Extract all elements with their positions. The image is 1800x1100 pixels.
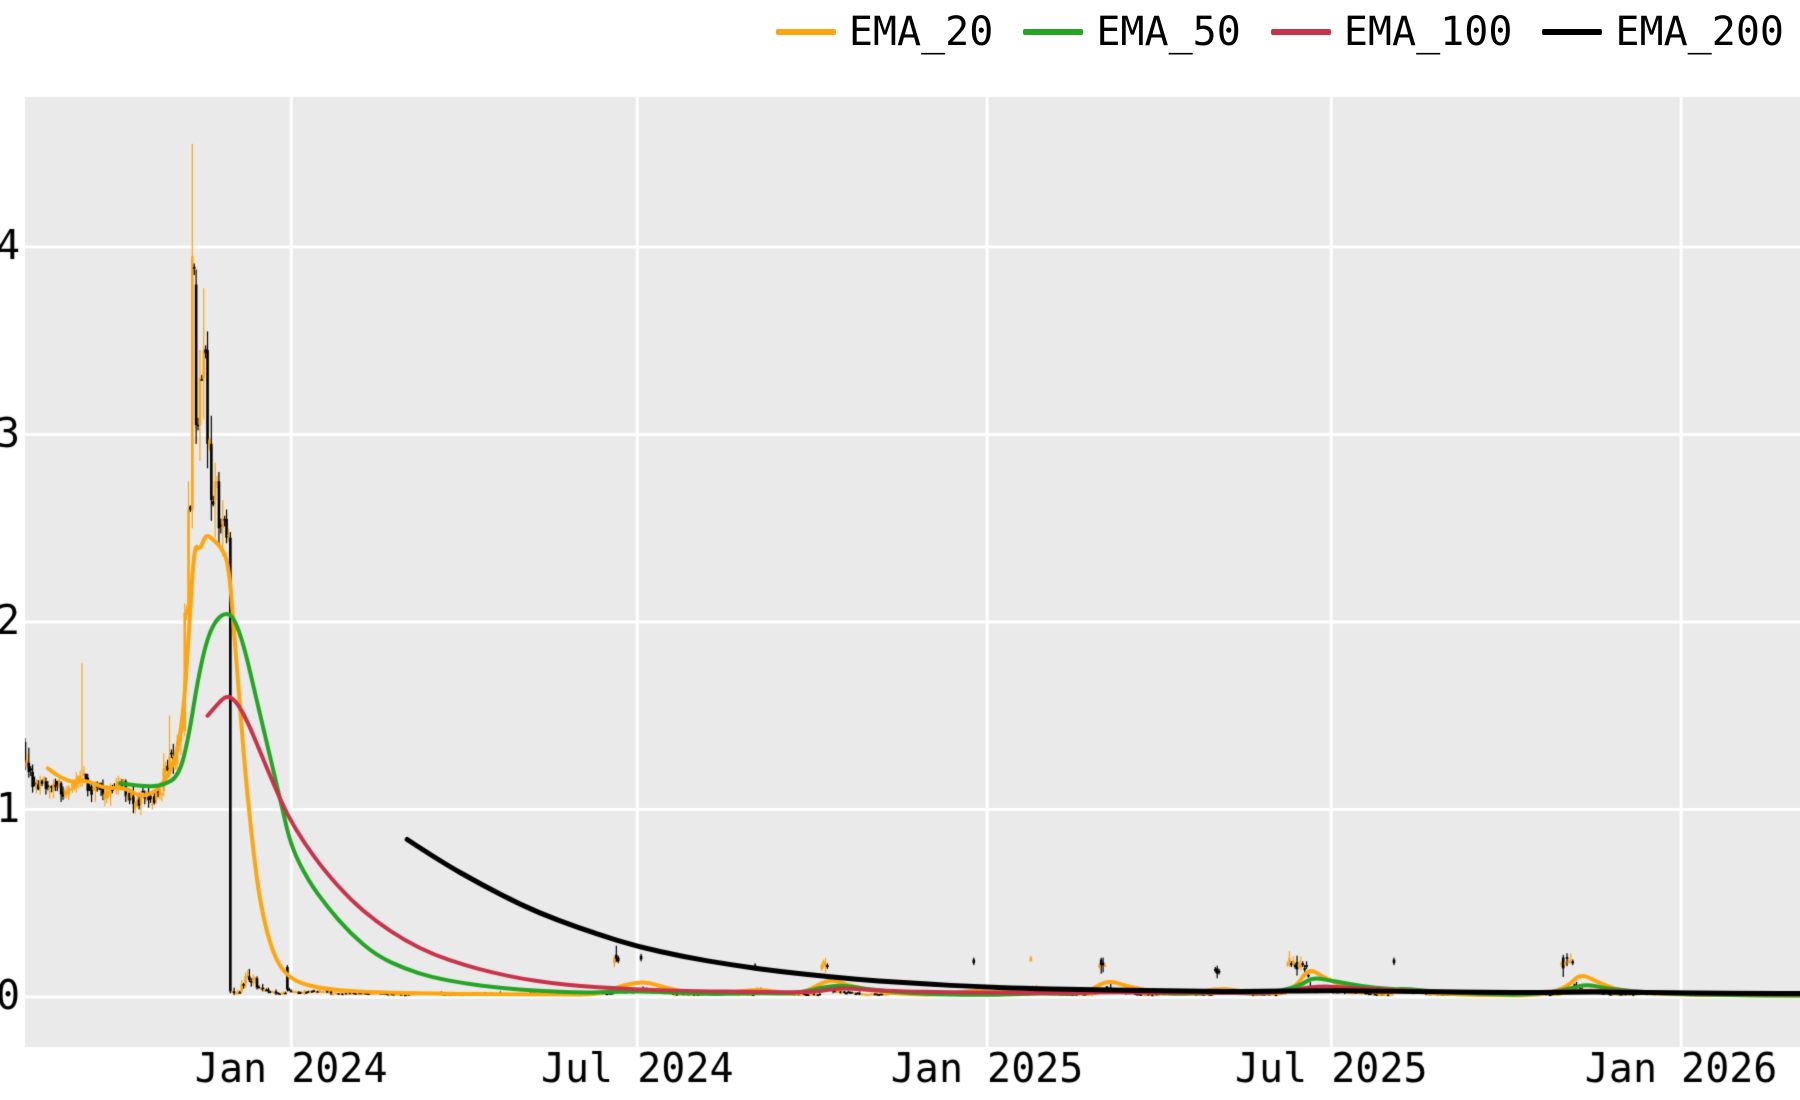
legend-label-ema-100: EMA_100: [1343, 9, 1513, 55]
ema-200-line-swatch: [1542, 29, 1603, 35]
legend-item-ema-50: EMA_50: [1023, 12, 1241, 52]
legend-label-ema-200: EMA_200: [1615, 9, 1784, 55]
legend-label-ema-50: EMA_50: [1096, 9, 1241, 55]
ema-20-line-swatch: [775, 29, 836, 35]
legend-item-ema-100: EMA_100: [1270, 9, 1513, 55]
legend-label-ema-20: EMA_20: [848, 9, 994, 55]
legend: EMA_20 EMA_50 EMA_100 EMA_200: [775, 9, 1784, 55]
legend-item-ema-200: EMA_200: [1542, 12, 1784, 52]
legend-item-ema-20: EMA_20: [775, 9, 994, 55]
ema-50-line-swatch: [1023, 29, 1084, 35]
ema-100-line-swatch: [1270, 29, 1331, 35]
